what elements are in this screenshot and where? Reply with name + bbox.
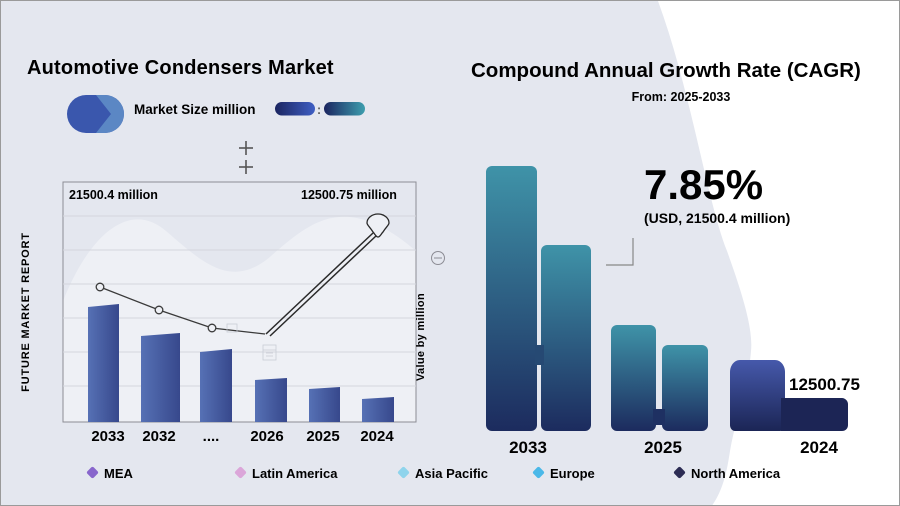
svg-text::: :: [317, 102, 321, 117]
